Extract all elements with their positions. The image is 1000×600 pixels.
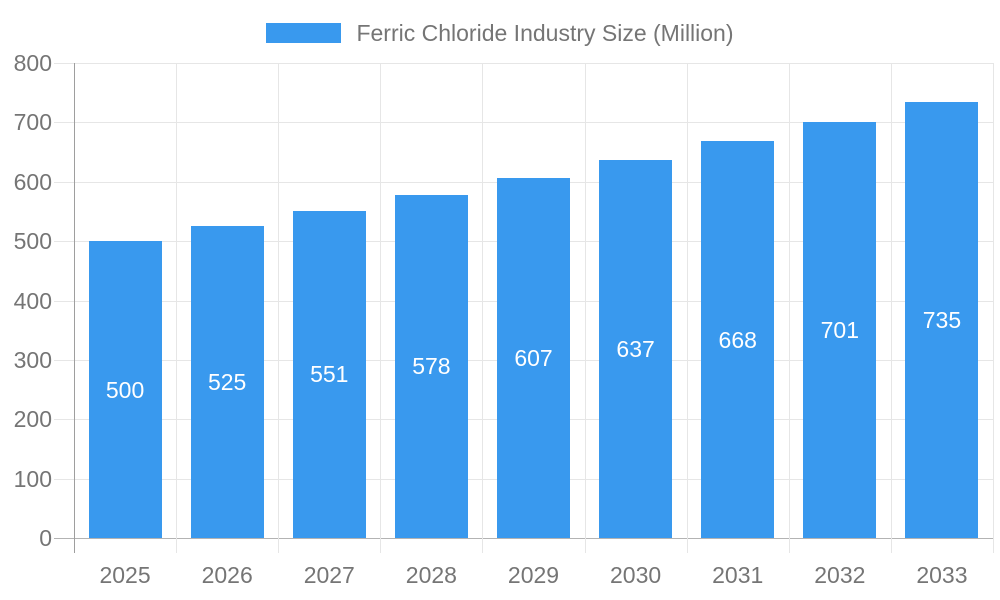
- y-tick-label: 500: [13, 228, 52, 255]
- x-gridline: [890, 63, 892, 553]
- bar-value-label: 701: [820, 316, 860, 343]
- y-gridline: [54, 63, 993, 64]
- bar: [292, 210, 366, 538]
- y-tick-label: 100: [13, 465, 52, 492]
- bar-value-label: 607: [514, 344, 553, 371]
- y-tick-label: 400: [13, 287, 52, 314]
- x-tick-label: 2025: [99, 562, 151, 588]
- x-tick-label: 2031: [712, 562, 764, 588]
- y-tick-label: 700: [13, 109, 52, 136]
- bar: [599, 159, 673, 538]
- y-tick-label: 200: [13, 406, 52, 433]
- legend-label: Ferric Chloride Industry Size (Million): [356, 19, 734, 46]
- x-gridline: [788, 63, 790, 553]
- x-gridline: [380, 63, 382, 553]
- legend-swatch-icon: [266, 23, 342, 43]
- x-tick-label: 2028: [405, 562, 457, 588]
- bar: [394, 194, 468, 538]
- y-tick-label: 800: [13, 50, 52, 76]
- x-tick-label: 2032: [814, 562, 866, 588]
- bar-value-label: 525: [207, 369, 247, 396]
- x-tick-label: 2029: [507, 562, 560, 588]
- x-gridline: [584, 63, 586, 553]
- bar: [88, 241, 162, 538]
- x-tick-label: 2033: [916, 562, 968, 588]
- bar-value-label: 668: [718, 326, 757, 353]
- x-gridline: [176, 63, 178, 553]
- bar-value-label: 735: [922, 306, 962, 333]
- bar: [497, 177, 570, 538]
- x-tick-label: 2027: [303, 562, 355, 588]
- x-tick-label: 2026: [201, 562, 253, 588]
- bar: [905, 101, 979, 538]
- chart-legend: Ferric Chloride Industry Size (Million): [0, 14, 1000, 52]
- x-gridline: [686, 63, 688, 553]
- y-gridline: [54, 538, 993, 539]
- y-tick-label: 600: [13, 168, 52, 195]
- bar-value-label: 578: [412, 353, 451, 380]
- bar: [701, 141, 775, 538]
- x-gridline: [993, 63, 994, 553]
- bar-value-label: 637: [616, 335, 655, 362]
- x-gridline: [482, 63, 484, 553]
- x-gridline: [278, 63, 280, 553]
- y-tick-label: 0: [39, 525, 52, 551]
- bar-value-label: 551: [310, 361, 349, 388]
- y-axis-line: [74, 63, 75, 553]
- y-tick-label: 300: [13, 346, 52, 373]
- bar: [803, 121, 877, 538]
- x-tick-label: 2030: [610, 562, 662, 588]
- bar-value-label: 500: [105, 376, 145, 403]
- bar: [190, 226, 264, 538]
